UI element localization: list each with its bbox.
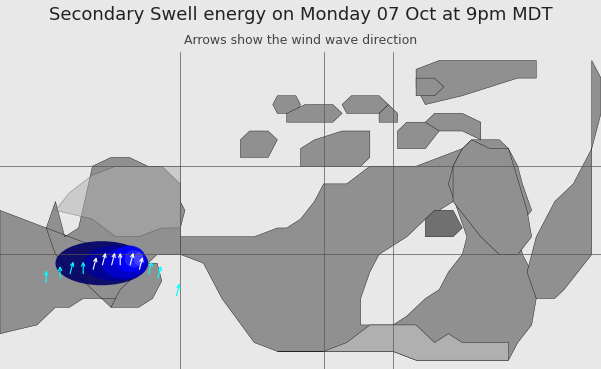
- Polygon shape: [300, 131, 370, 166]
- Polygon shape: [0, 158, 185, 334]
- Ellipse shape: [125, 250, 143, 268]
- Polygon shape: [342, 96, 388, 113]
- Polygon shape: [379, 104, 398, 122]
- Polygon shape: [426, 113, 481, 140]
- Polygon shape: [278, 325, 508, 360]
- Text: Arrows show the wind wave direction: Arrows show the wind wave direction: [184, 34, 417, 47]
- Polygon shape: [416, 78, 444, 96]
- Text: Secondary Swell energy on Monday 07 Oct at 9pm MDT: Secondary Swell energy on Monday 07 Oct …: [49, 7, 552, 24]
- Polygon shape: [287, 104, 342, 122]
- Ellipse shape: [55, 241, 148, 285]
- Polygon shape: [273, 96, 300, 113]
- Ellipse shape: [134, 252, 143, 265]
- Polygon shape: [453, 140, 532, 254]
- Polygon shape: [55, 166, 180, 237]
- Polygon shape: [527, 61, 601, 299]
- Ellipse shape: [102, 248, 148, 279]
- Polygon shape: [426, 210, 462, 237]
- Polygon shape: [180, 140, 536, 360]
- Polygon shape: [398, 122, 439, 149]
- Polygon shape: [416, 61, 536, 104]
- Polygon shape: [111, 263, 162, 307]
- Ellipse shape: [113, 246, 145, 272]
- Ellipse shape: [83, 246, 148, 281]
- Polygon shape: [240, 131, 278, 158]
